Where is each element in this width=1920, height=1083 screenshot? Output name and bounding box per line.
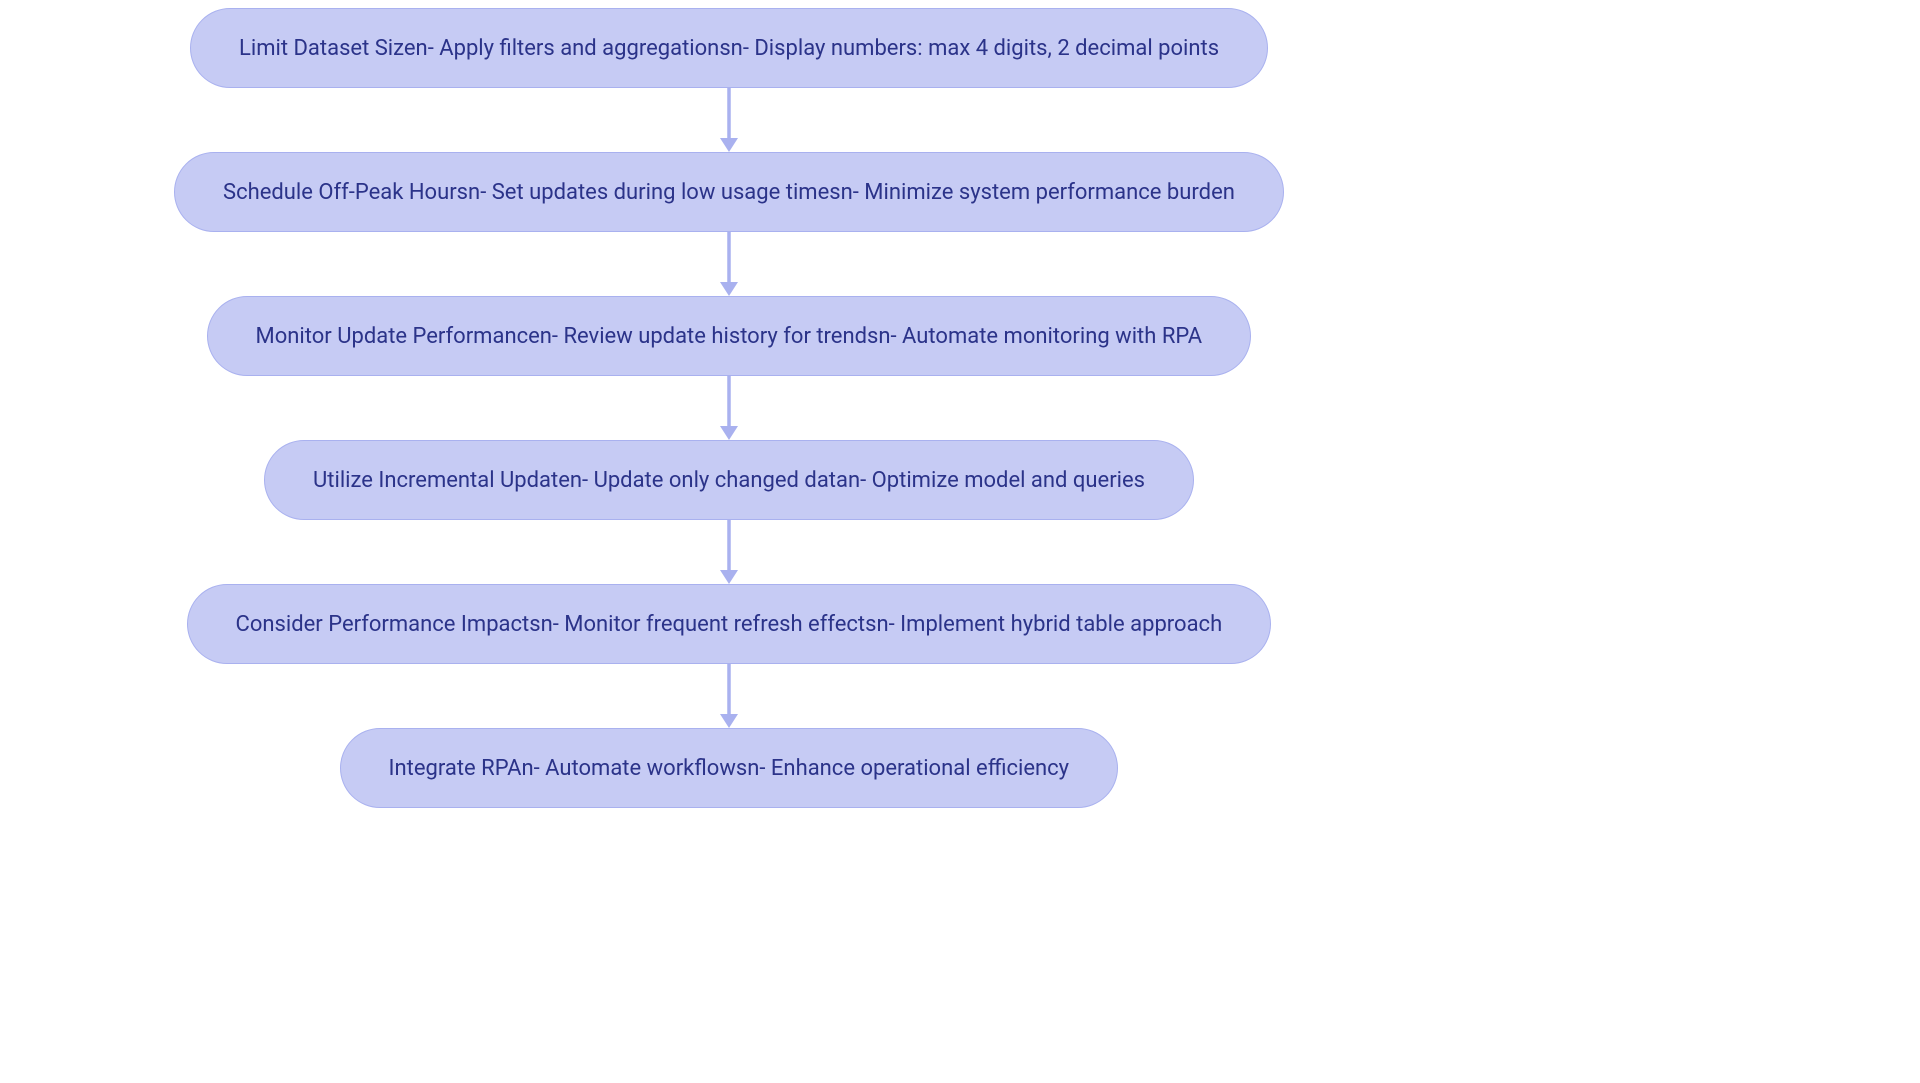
flow-arrow-n3-n4 <box>708 376 750 440</box>
flow-node-n3: Monitor Update Performancen- Review upda… <box>207 296 1252 376</box>
flow-node-n1: Limit Dataset Sizen- Apply filters and a… <box>190 8 1268 88</box>
flow-arrow-n2-n3 <box>708 232 750 296</box>
flow-node-n2: Schedule Off-Peak Hoursn- Set updates du… <box>174 152 1284 232</box>
flow-arrow-n1-n2 <box>708 88 750 152</box>
flow-arrow-n5-n6 <box>708 664 750 728</box>
flow-node-n5: Consider Performance Impactsn- Monitor f… <box>187 584 1272 664</box>
flow-arrow-n4-n5 <box>708 520 750 584</box>
flowchart-container: Limit Dataset Sizen- Apply filters and a… <box>0 0 1920 1083</box>
flow-node-n6: Integrate RPAn- Automate workflowsn- Enh… <box>340 728 1119 808</box>
flow-node-n4: Utilize Incremental Updaten- Update only… <box>264 440 1194 520</box>
